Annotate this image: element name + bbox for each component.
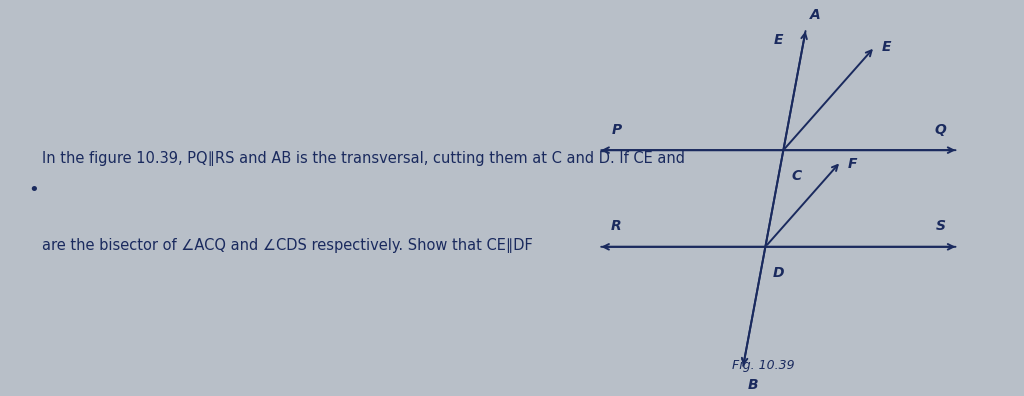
Text: Q: Q: [935, 123, 946, 137]
Text: S: S: [935, 219, 945, 233]
Text: In the figure 10.39, PQ∥RS and AB is the transversal, cutting them at C and D. I: In the figure 10.39, PQ∥RS and AB is the…: [42, 151, 685, 166]
Text: are the bisector of ∠ACQ and ∠CDS respectively. Show that CE∥DF: are the bisector of ∠ACQ and ∠CDS respec…: [42, 238, 534, 253]
Text: C: C: [792, 169, 802, 183]
Text: A: A: [810, 8, 821, 23]
Text: D: D: [772, 266, 783, 280]
Text: •: •: [28, 181, 39, 199]
Text: F: F: [848, 157, 857, 171]
Text: R: R: [611, 219, 622, 233]
Text: B: B: [748, 377, 759, 392]
Text: E: E: [773, 33, 782, 47]
Text: E: E: [882, 40, 891, 53]
Text: Fig. 10.39: Fig. 10.39: [732, 359, 795, 372]
Text: P: P: [611, 123, 622, 137]
